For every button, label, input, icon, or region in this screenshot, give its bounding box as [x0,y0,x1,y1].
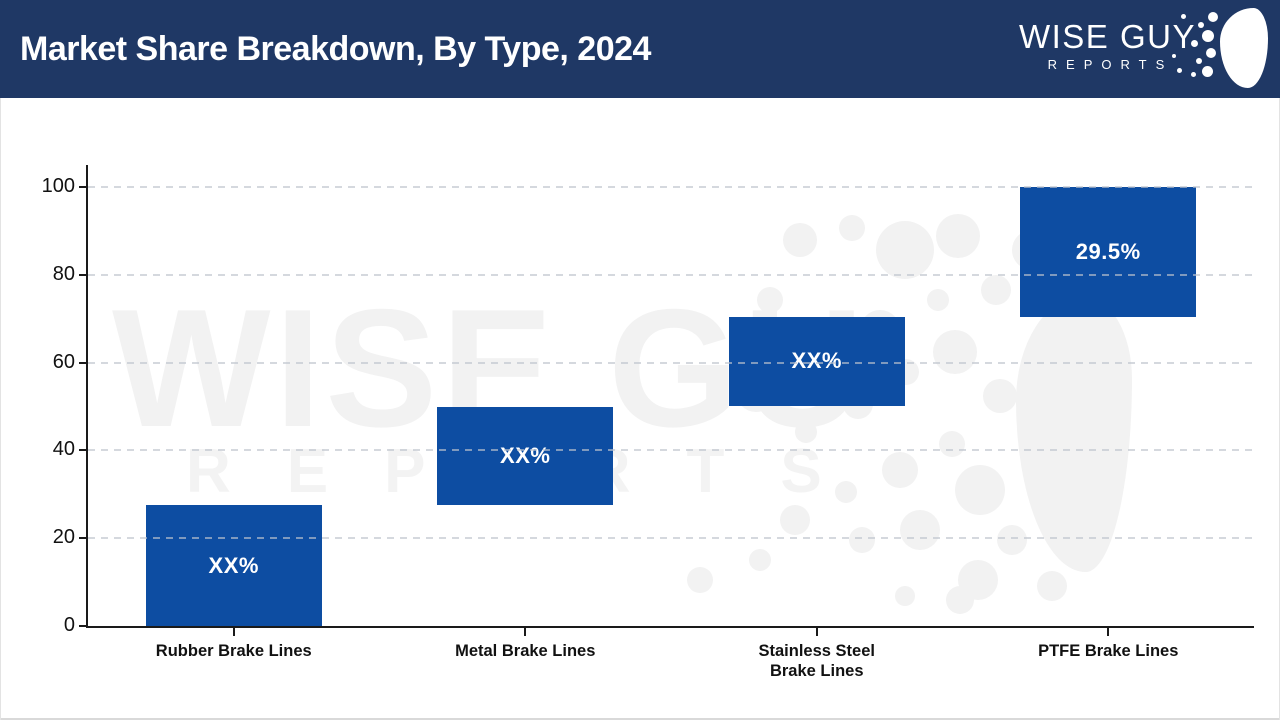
y-axis-tick-80 [79,273,88,276]
watermark-dot [1037,571,1067,601]
category-label-1: Rubber Brake Lines [155,642,312,660]
logo-dot [1181,14,1186,19]
logo-dot [1208,12,1218,22]
logo-sub-text: REPORTS [1047,57,1174,72]
dotted-face-profile-logo-icon [1220,8,1268,88]
gridline-y60 [88,361,1254,364]
watermark-dot [795,421,817,443]
watermark-dot [780,505,810,535]
y-axis-tick-20 [79,537,88,540]
category-label-3: Stainless Steel Brake Lines [758,642,875,680]
logo-dot [1191,40,1198,47]
logo-text-block: WISE GUY REPORTS [1018,18,1196,73]
category-label-2: Metal Brake Lines [455,642,596,660]
y-axis-tick-0 [79,625,88,627]
watermark-dot [783,223,817,257]
bar-4[interactable]: 29.5% [1020,187,1197,317]
page-title: Market Share Breakdown, By Type, 2024 [20,30,651,68]
y-axis-tick-40 [79,449,88,452]
left-hairline [0,98,1,720]
bottom-hairline [0,718,1280,720]
watermark-dot [839,215,865,241]
watermark-dot [687,567,713,593]
watermark-dot [955,465,1005,515]
header-bar: Market Share Breakdown, By Type, 2024 WI… [0,0,1280,98]
watermark-dot [876,221,934,279]
wise-guy-reports-logo: WISE GUY REPORTS [1008,6,1268,92]
watermark-dot [849,527,875,553]
watermark-dot [939,431,965,457]
gridline-y80 [88,273,1254,276]
x-axis-tick-1 [232,627,235,636]
bar-1[interactable]: XX% [145,505,322,626]
y-axis-tick-label-80: 80 [52,262,75,285]
x-axis-tick-4 [1107,627,1110,636]
y-axis-tick-label-100: 100 [41,175,75,197]
watermark-dot [997,525,1027,555]
logo-dot [1202,66,1213,77]
logo-dot [1206,48,1216,58]
logo-dot [1177,68,1182,73]
watermark-dot [933,330,977,374]
x-axis-tick-2 [524,627,527,636]
bar-3[interactable]: XX% [728,316,905,407]
x-axis-tick-3 [815,627,818,636]
logo-wordmark: WISE GUY [1018,18,1196,55]
watermark-dot [927,289,949,311]
bar-value-label: XX% [791,348,842,374]
watermark-dot [749,549,771,571]
watermark-dot [983,379,1017,413]
chart-plot-area: XX% XX% XX% 29.5% 0 20 40 60 80 100 Rubber Brake L… [0,98,1280,698]
y-axis-tick-60 [79,361,88,364]
logo-dot [1198,22,1204,28]
watermark-dot [895,586,915,606]
watermark-dot [757,287,783,313]
logo-dot [1172,54,1176,58]
logo-dot [1202,30,1214,42]
y-axis-tick-label-20: 20 [52,526,75,549]
x-axis-line [86,626,1254,628]
y-axis-line [86,165,88,628]
bar-value-label: XX% [208,552,259,578]
category-label-4: PTFE Brake Lines [1038,642,1179,660]
gridline-y100 [88,186,1254,188]
y-axis-tick-label-60: 60 [52,350,75,373]
logo-dot [1191,72,1196,77]
watermark-dot [835,481,857,503]
watermark-dot [900,510,940,550]
bar-value-label: 29.5% [1075,238,1141,264]
watermark-dot [981,275,1011,305]
watermark-dot [946,586,974,614]
y-axis-tick-label-0: 0 [63,614,75,636]
gridline-y40 [88,449,1254,452]
bar-value-label: XX% [500,442,551,468]
watermark-dot [1026,452,1062,488]
bar-2[interactable]: XX% [437,406,614,506]
y-axis-tick-label-40: 40 [52,438,75,461]
logo-dot [1196,58,1202,64]
watermark-dot [936,214,980,258]
gridline-y20 [88,537,1254,540]
watermark-dot [1081,541,1103,563]
watermark-dot [882,452,918,488]
y-axis-tick-100 [79,186,88,188]
